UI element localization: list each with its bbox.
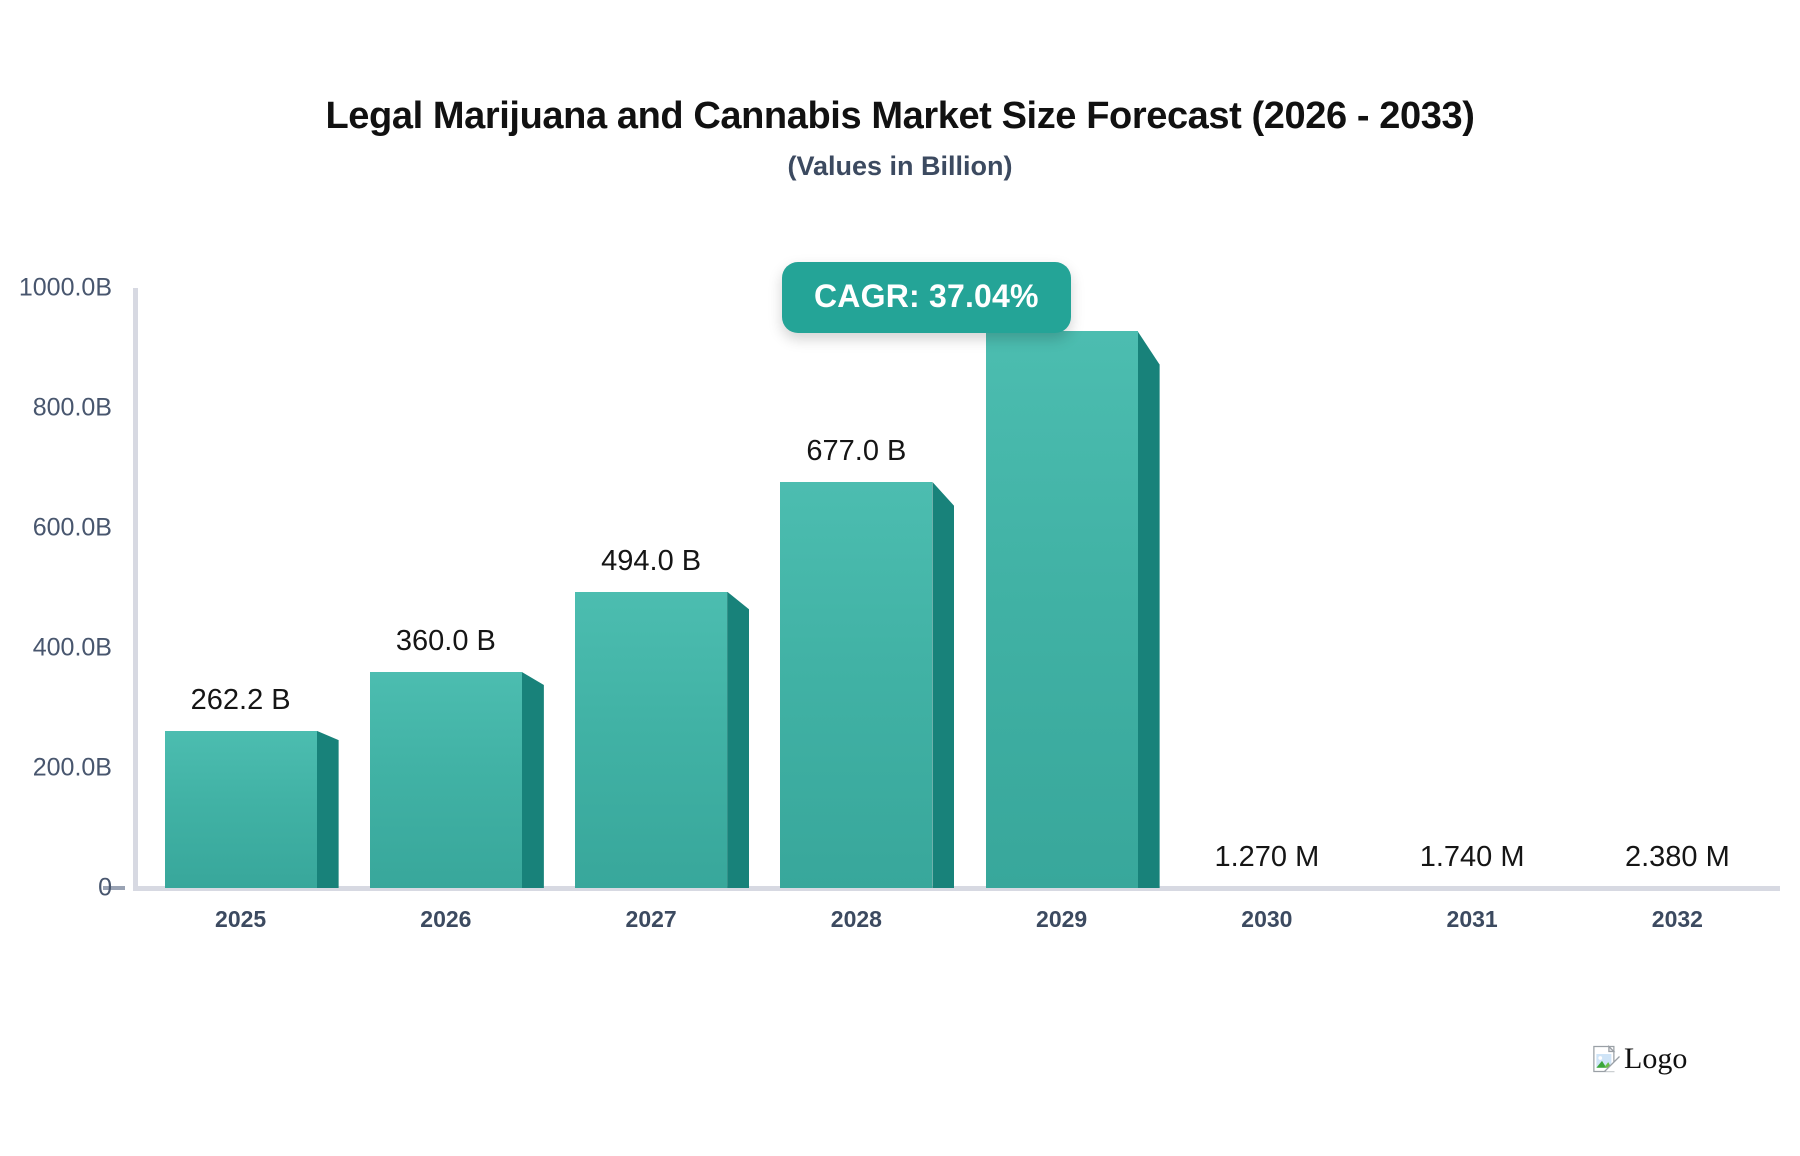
bar-value-label-2026: 360.0 B [395,625,496,657]
y-tick-label: 600.0B [32,513,112,542]
bar-series: 262.2 B 360.0 B 494.0 B 677.0 B 1.270 M 1.740… [138,288,1780,888]
bar-side-shadow [932,481,955,888]
bar-face [575,591,728,888]
y-axis-zero-tick [103,886,125,890]
y-tick-label: 1000.0B [18,273,112,302]
x-axis-baseline [133,886,1780,891]
y-axis-line [133,288,138,890]
bar-face [164,730,317,888]
bar-slot-2029 [985,288,1160,888]
y-tick-label: 400.0B [32,633,112,662]
logo-text: Logo [1624,1042,1688,1075]
bar-side-shadow [1137,331,1160,888]
bar-side-shadow [727,591,750,888]
bar-face [780,481,933,888]
y-tick-label: 200.0B [32,753,112,782]
page-title: Legal Marijuana and Cannabis Market Size… [325,95,1475,137]
bar-value-label-2027: 494.0 B [601,544,702,577]
y-tick-label: 0 [98,873,112,902]
logo: Logo [1592,1044,1687,1074]
bar-face [985,331,1138,888]
bar-slot-2025: 262.2 B [164,288,339,888]
bar-value-label-2028: 677.0 B [806,434,907,467]
bar-value-label-2031: 1.740 M [1419,841,1525,873]
bar-value-label-2032: 2.380 M [1624,841,1730,873]
bar-2028[interactable] [780,481,955,888]
bar-value-label-2030: 1.270 M [1214,841,1320,873]
bar-2029[interactable] [985,331,1160,888]
bar-value-label-2025: 262.2 B [190,683,291,716]
bar-side-shadow [521,672,544,888]
x-tick-label-2029: 2029 [1036,906,1088,932]
bar-2025[interactable] [164,730,339,888]
cagr-badge[interactable]: CAGR: 37.04% [782,262,1071,333]
bar-2027[interactable] [575,591,750,888]
broken-image-icon [1593,1044,1620,1073]
bar-slot-2032: 2.380 M [1601,288,1753,888]
x-tick-label-2028: 2028 [830,906,882,932]
x-tick-label-2030: 2030 [1241,906,1293,932]
x-tick-label-2031: 2031 [1446,906,1498,932]
bar-face [369,672,522,888]
bar-2026[interactable] [369,672,544,888]
chart-title-block: Legal Marijuana and Cannabis Market Size… [0,95,1800,181]
bar-slot-2026: 360.0 B [369,288,544,888]
bar-slot-2027: 494.0 B [575,288,750,888]
bar-slot-2031: 1.740 M [1396,288,1548,888]
bar-slot-2028: 677.0 B [780,288,955,888]
y-tick-label: 800.0B [32,393,112,422]
x-tick-label-2026: 2026 [420,906,472,932]
x-tick-label-2027: 2027 [625,906,677,932]
chart-subtitle: (Values in Billion) [787,150,1013,181]
bar-side-shadow [316,730,339,888]
bar-slot-2030: 1.270 M [1191,288,1343,888]
x-tick-label-2025: 2025 [215,906,267,932]
x-tick-label-2032: 2032 [1651,906,1703,932]
